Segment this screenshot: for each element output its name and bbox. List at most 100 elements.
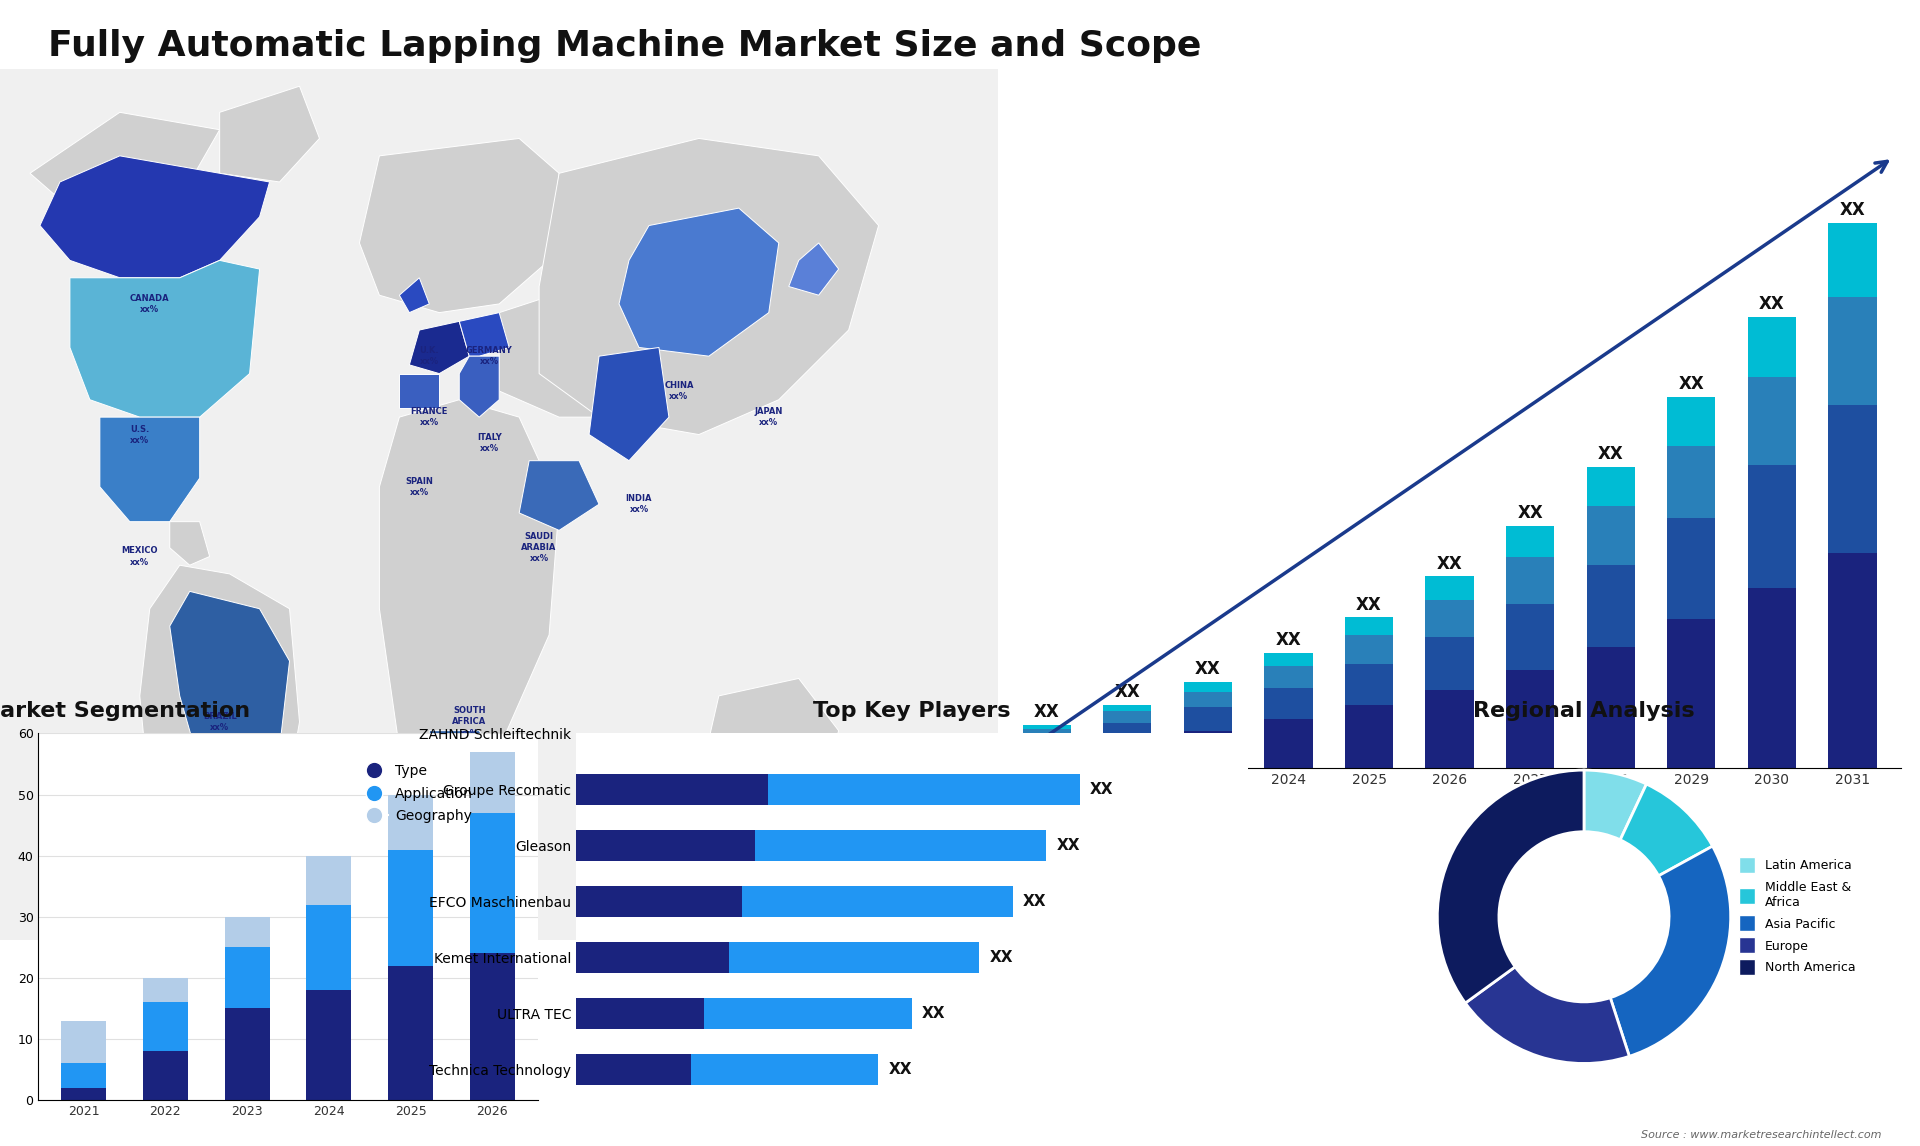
- Wedge shape: [1611, 846, 1730, 1057]
- Bar: [1344, 665, 1394, 705]
- Bar: [1828, 223, 1876, 297]
- Bar: [1185, 707, 1233, 731]
- Polygon shape: [459, 356, 499, 417]
- Bar: [225, 948, 269, 1008]
- Bar: [1667, 446, 1715, 518]
- Text: XX: XX: [1033, 702, 1060, 721]
- Bar: [1344, 705, 1394, 768]
- Wedge shape: [1438, 770, 1584, 1003]
- Bar: [1586, 565, 1636, 646]
- Bar: [576, 830, 755, 861]
- Text: SPAIN
xx%: SPAIN xx%: [405, 477, 434, 497]
- Text: XX: XX: [889, 1061, 912, 1077]
- Bar: [1104, 705, 1152, 712]
- Bar: [1263, 666, 1313, 688]
- Bar: [1667, 397, 1715, 446]
- Wedge shape: [1465, 967, 1630, 1063]
- Bar: [61, 1063, 106, 1088]
- Text: XX: XX: [1839, 201, 1866, 219]
- Bar: [61, 1021, 106, 1063]
- Bar: [1185, 682, 1233, 692]
- Bar: [576, 1054, 691, 1084]
- Bar: [1586, 646, 1636, 768]
- Text: JAPAN
xx%: JAPAN xx%: [755, 407, 783, 427]
- Text: BRAZIL
xx%: BRAZIL xx%: [204, 712, 236, 732]
- Text: XX: XX: [1356, 596, 1382, 613]
- Bar: [576, 942, 730, 973]
- Text: XX: XX: [1678, 375, 1705, 393]
- Polygon shape: [169, 591, 290, 783]
- Bar: [1263, 652, 1313, 666]
- Text: Market Segmentation: Market Segmentation: [0, 700, 252, 721]
- Polygon shape: [409, 321, 468, 374]
- Bar: [1667, 619, 1715, 768]
- Bar: [1263, 719, 1313, 768]
- Text: XX: XX: [1194, 660, 1221, 678]
- Polygon shape: [219, 86, 319, 182]
- Bar: [576, 998, 703, 1029]
- Polygon shape: [540, 139, 879, 434]
- Bar: [1425, 576, 1475, 599]
- Bar: [1747, 588, 1795, 768]
- Text: SOUTH
AFRICA
xx%: SOUTH AFRICA xx%: [451, 706, 486, 738]
- Text: Source : www.marketresearchintellect.com: Source : www.marketresearchintellect.com: [1642, 1130, 1882, 1140]
- Text: XX: XX: [1759, 295, 1786, 313]
- Bar: [1104, 712, 1152, 723]
- Bar: [142, 1051, 188, 1100]
- Bar: [1023, 729, 1071, 737]
- Legend: Type, Application, Geography: Type, Application, Geography: [355, 759, 478, 829]
- Text: XX: XX: [1023, 894, 1046, 909]
- Polygon shape: [618, 209, 780, 356]
- Polygon shape: [359, 139, 559, 313]
- Polygon shape: [789, 243, 839, 296]
- Polygon shape: [399, 374, 440, 408]
- Text: FRANCE
xx%: FRANCE xx%: [411, 407, 447, 427]
- Bar: [307, 904, 351, 990]
- Polygon shape: [169, 521, 209, 565]
- Bar: [1586, 507, 1636, 565]
- Bar: [225, 917, 269, 948]
- Bar: [388, 794, 434, 849]
- Bar: [1344, 635, 1394, 665]
- Bar: [142, 1003, 188, 1051]
- Bar: [730, 942, 979, 973]
- Bar: [1505, 526, 1555, 557]
- Wedge shape: [1620, 784, 1713, 876]
- Bar: [1828, 554, 1876, 768]
- Bar: [1104, 723, 1152, 740]
- Title: Regional Analysis: Regional Analysis: [1473, 700, 1695, 721]
- Bar: [1505, 557, 1555, 604]
- Text: XX: XX: [1091, 782, 1114, 796]
- Bar: [1586, 468, 1636, 507]
- Bar: [703, 998, 912, 1029]
- Bar: [388, 966, 434, 1100]
- Bar: [1344, 618, 1394, 635]
- Bar: [755, 830, 1046, 861]
- Text: GERMANY
xx%: GERMANY xx%: [467, 346, 513, 367]
- Text: MEXICO
xx%: MEXICO xx%: [121, 547, 157, 566]
- Bar: [470, 953, 515, 1100]
- Text: XX: XX: [1436, 555, 1463, 573]
- Polygon shape: [499, 286, 699, 417]
- Bar: [1425, 637, 1475, 690]
- Bar: [388, 849, 434, 966]
- Bar: [1828, 297, 1876, 405]
- Bar: [1425, 599, 1475, 637]
- Text: INDIA
xx%: INDIA xx%: [626, 494, 653, 515]
- Polygon shape: [31, 112, 219, 217]
- Bar: [307, 856, 351, 904]
- Bar: [225, 1008, 269, 1100]
- Bar: [1667, 518, 1715, 619]
- Text: U.K.
xx%: U.K. xx%: [419, 346, 440, 367]
- Title: Top Key Players: Top Key Players: [814, 700, 1010, 721]
- Bar: [1747, 316, 1795, 377]
- Legend: Latin America, Middle East &
Africa, Asia Pacific, Europe, North America: Latin America, Middle East & Africa, Asi…: [1730, 854, 1860, 980]
- Polygon shape: [380, 400, 559, 783]
- Bar: [1505, 670, 1555, 768]
- Polygon shape: [40, 156, 269, 277]
- Bar: [470, 813, 515, 953]
- Bar: [142, 978, 188, 1003]
- Text: ARGENTINA
xx%: ARGENTINA xx%: [163, 825, 217, 846]
- Bar: [576, 774, 768, 804]
- Polygon shape: [399, 277, 430, 313]
